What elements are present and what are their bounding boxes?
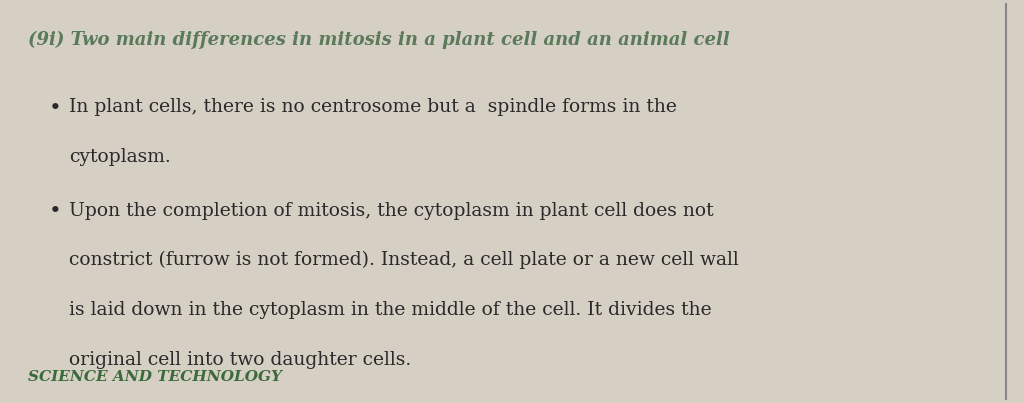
Text: In plant cells, there is no centrosome but a  spindle forms in the: In plant cells, there is no centrosome b… (69, 98, 677, 116)
Text: constrict (furrow is not formed). Instead, a cell plate or a new cell wall: constrict (furrow is not formed). Instea… (69, 251, 738, 270)
Text: SCIENCE AND TECHNOLOGY: SCIENCE AND TECHNOLOGY (29, 370, 283, 384)
Text: cytoplasm.: cytoplasm. (69, 148, 171, 166)
Text: (9i) Two main differences in mitosis in a plant cell and an animal cell: (9i) Two main differences in mitosis in … (29, 31, 730, 49)
Text: •: • (48, 202, 61, 222)
Text: original cell into two daughter cells.: original cell into two daughter cells. (69, 351, 412, 368)
Text: •: • (48, 98, 61, 118)
Text: is laid down in the cytoplasm in the middle of the cell. It divides the: is laid down in the cytoplasm in the mid… (69, 301, 712, 319)
Text: Upon the completion of mitosis, the cytoplasm in plant cell does not: Upon the completion of mitosis, the cyto… (69, 202, 714, 220)
